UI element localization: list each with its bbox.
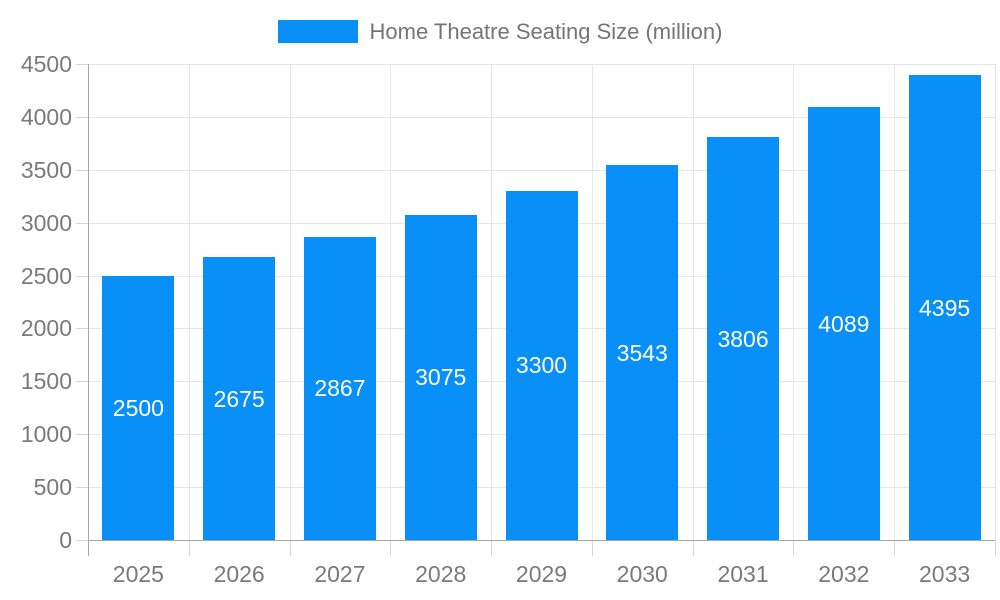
y-tick-label: 3500: [20, 156, 72, 183]
y-tick-label: 4000: [20, 103, 72, 130]
bar-value-label: 3806: [717, 325, 769, 352]
legend[interactable]: Home Theatre Seating Size (million): [0, 20, 1000, 43]
y-gridline: [88, 64, 995, 65]
y-tick-label: 1500: [20, 368, 72, 395]
x-gridline: [491, 64, 493, 540]
y-tick: [76, 64, 88, 65]
x-tick-label: 2026: [213, 561, 265, 587]
x-tick-label: 2027: [314, 561, 366, 587]
x-tick: [491, 540, 493, 556]
y-tick: [76, 116, 88, 118]
bar-value-label: 4089: [818, 310, 870, 337]
bar-value-label: 2675: [213, 385, 265, 412]
y-axis-line: [88, 64, 89, 556]
x-tick-label: 2033: [919, 561, 971, 587]
y-tick: [76, 381, 88, 383]
bar-value-label: 3075: [415, 364, 467, 391]
y-tick: [76, 434, 88, 436]
x-tick: [692, 540, 694, 556]
bar-value-label: 4395: [919, 294, 971, 321]
bar[interactable]: [807, 107, 880, 540]
y-tick: [76, 222, 88, 224]
bar[interactable]: [303, 236, 376, 540]
x-gridline: [188, 64, 190, 540]
y-tick-label: 2000: [20, 315, 72, 342]
bar[interactable]: [707, 137, 780, 540]
x-gridline: [390, 64, 392, 540]
x-tick: [289, 540, 291, 556]
y-tick-label: 3000: [20, 209, 72, 236]
x-tick: [793, 540, 795, 556]
y-tick: [76, 275, 88, 277]
y-gridline: [88, 116, 995, 118]
bar[interactable]: [203, 257, 276, 540]
bar-value-label: 3543: [616, 339, 668, 366]
x-gridline: [692, 64, 694, 540]
bar[interactable]: [404, 214, 477, 540]
x-tick: [591, 540, 593, 556]
x-tick: [894, 540, 896, 556]
x-tick: [390, 540, 392, 556]
y-tick: [76, 328, 88, 330]
y-tick-label: 2500: [20, 262, 72, 289]
x-tick-label: 2029: [515, 561, 568, 587]
x-tick-label: 2032: [818, 561, 870, 587]
x-tick-label: 2031: [717, 561, 769, 587]
y-tick: [76, 487, 88, 489]
y-tick-label: 0: [59, 527, 72, 553]
y-tick: [76, 169, 88, 171]
bar[interactable]: [908, 75, 981, 540]
x-tick-label: 2030: [616, 561, 668, 587]
x-axis-line: [88, 540, 995, 541]
bar-value-label: 2867: [314, 375, 366, 402]
y-tick-label: 1000: [20, 421, 72, 448]
x-gridline: [793, 64, 795, 540]
legend-swatch-icon: [277, 20, 358, 43]
bar[interactable]: [505, 190, 578, 540]
x-gridline: [591, 64, 593, 540]
x-gridline: [995, 64, 996, 540]
bar[interactable]: [102, 275, 175, 540]
y-gridline: [88, 169, 995, 171]
y-tick: [76, 540, 88, 541]
x-gridline: [894, 64, 896, 540]
bar[interactable]: [606, 165, 679, 540]
legend-label: Home Theatre Seating Size (million): [369, 19, 723, 44]
x-gridline: [289, 64, 291, 540]
x-tick: [995, 540, 996, 556]
bar-value-label: 2500: [112, 394, 164, 421]
x-tick-label: 2028: [415, 561, 467, 587]
y-tick-label: 4500: [20, 51, 72, 77]
x-tick: [188, 540, 190, 556]
x-tick-label: 2025: [112, 561, 164, 587]
y-tick-label: 500: [33, 474, 72, 501]
bar-value-label: 3300: [515, 352, 568, 379]
